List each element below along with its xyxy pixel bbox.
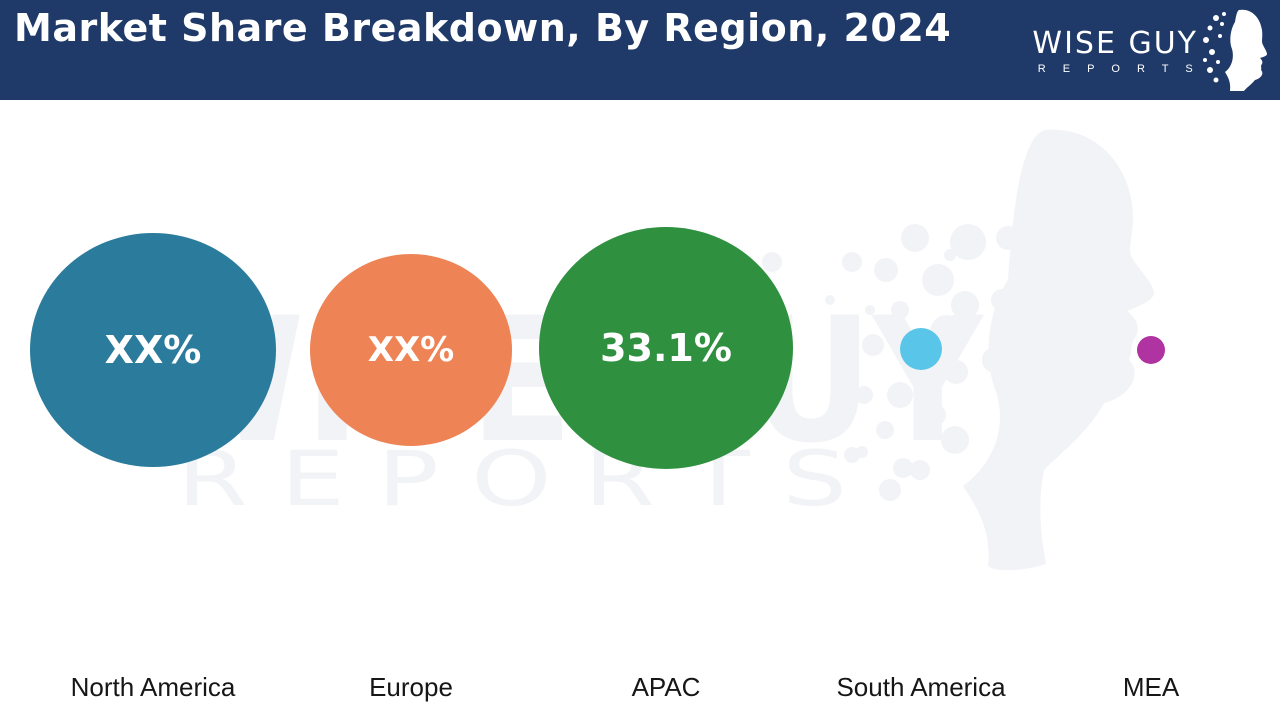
bubble-mea (1137, 336, 1165, 364)
page-title: Market Share Breakdown, By Region, 2024 (14, 6, 952, 50)
chart-area: WISE GUY R E P O R T S XX% XX% 33.1% (0, 100, 1280, 720)
category-label-europe: Europe (369, 672, 453, 702)
bubble-north-america: XX% (30, 233, 276, 467)
bubble-europe: XX% (310, 254, 512, 446)
category-label-apac: APAC (631, 672, 701, 702)
brand-logo: WISE GUY R E P O R T S (1032, 0, 1270, 100)
brand-wordmark: WISE GUY (1032, 25, 1198, 61)
bubble-value-north-america: XX% (104, 328, 202, 372)
bubble-south-america (900, 328, 942, 370)
watermark-subtitle: R E P O R T S (177, 434, 847, 523)
brand-head-icon (1203, 9, 1267, 91)
category-label-south-america: South America (836, 672, 1006, 702)
bubble-value-apac: 33.1% (600, 326, 732, 370)
category-label-mea: MEA (1122, 672, 1180, 702)
bubble-value-europe: XX% (367, 330, 455, 370)
category-label-north-america: North America (70, 672, 236, 702)
watermark-head-silhouette (963, 129, 1154, 571)
watermark-brain-dots (762, 224, 1020, 501)
brand-logo-text: WISE GUY R E P O R T S (1032, 26, 1198, 75)
brand-subtitle: R E P O R T S (1037, 62, 1200, 75)
bubble-apac: 33.1% (539, 227, 793, 469)
header: Market Share Breakdown, By Region, 2024 … (0, 0, 1280, 100)
